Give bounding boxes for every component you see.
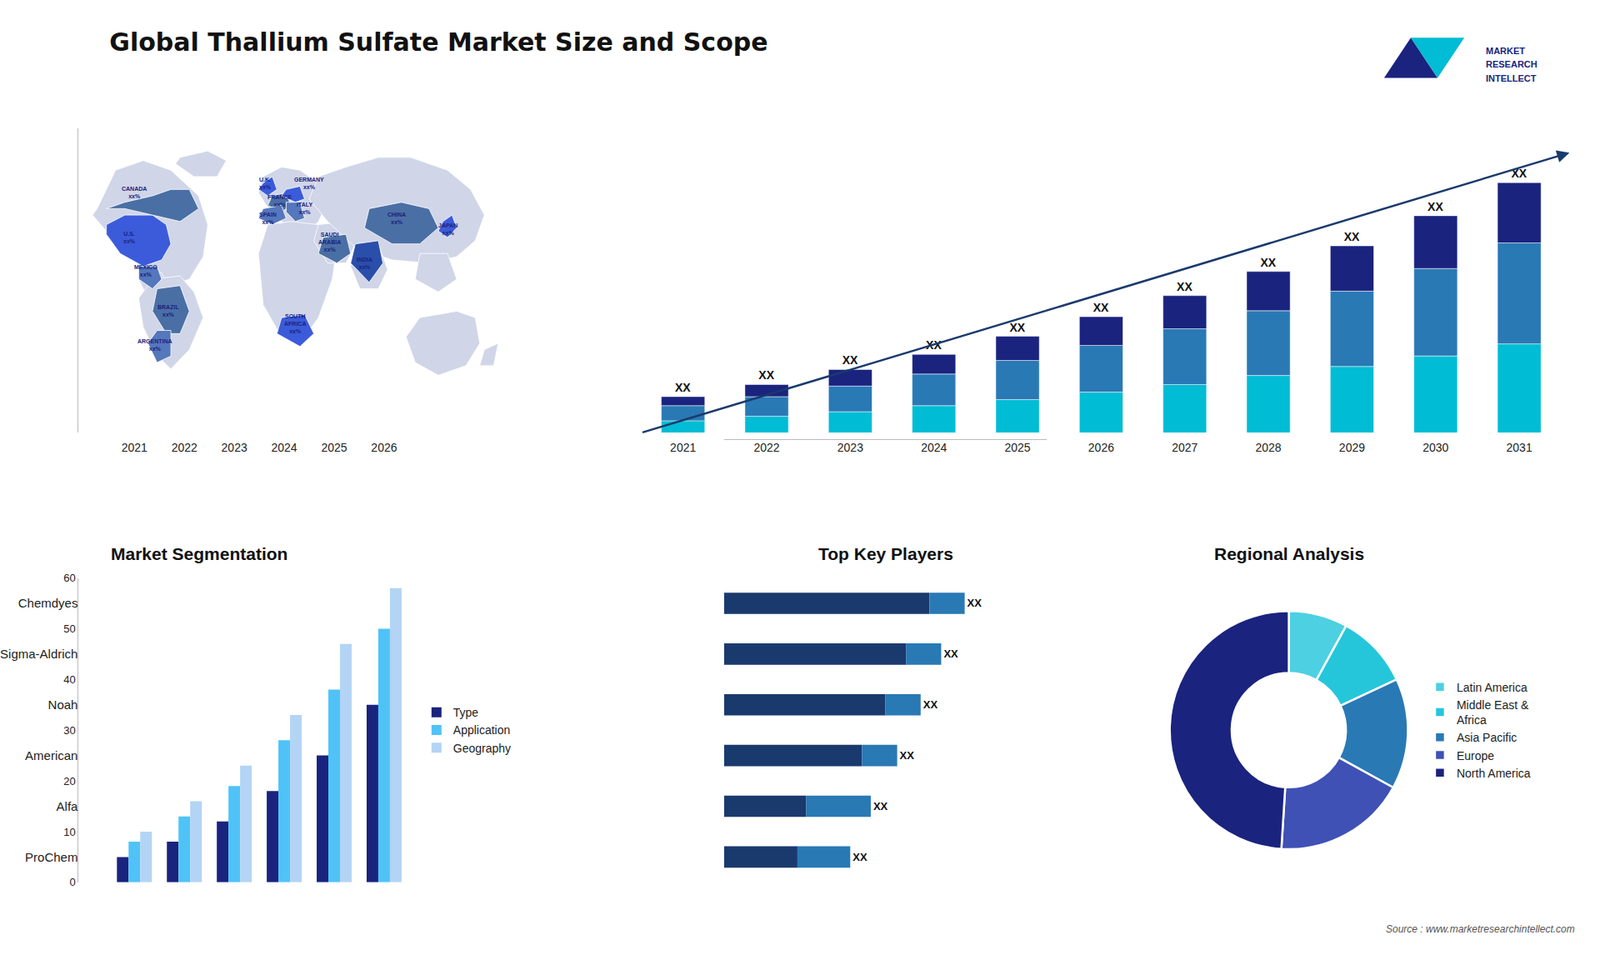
svg-text:SOUTHAFRICAxx%: SOUTHAFRICAxx% (284, 313, 306, 335)
svg-text:Alfa: Alfa (56, 799, 80, 814)
svg-text:SPAINxx%: SPAINxx% (259, 211, 277, 225)
svg-text:Geography: Geography (453, 741, 511, 755)
svg-text:Europe: Europe (1456, 749, 1495, 763)
svg-text:SAUDIARABIAxx%: SAUDIARABIAxx% (318, 231, 341, 253)
svg-text:BRAZILxx%: BRAZILxx% (157, 304, 180, 318)
svg-text:2025: 2025 (320, 440, 347, 455)
svg-text:U.S.xx%: U.S.xx% (123, 230, 136, 245)
svg-text:10: 10 (63, 825, 75, 838)
svg-text:FRANCExx%: FRANCExx% (267, 194, 292, 208)
svg-text:XX: XX (923, 698, 939, 711)
svg-text:2029: 2029 (1339, 440, 1365, 455)
svg-text:CHINAxx%: CHINAxx% (387, 211, 406, 225)
svg-text:CANADAxx%: CANADAxx% (121, 185, 147, 200)
svg-text:Chemdyes: Chemdyes (18, 595, 79, 610)
svg-text:XX: XX (842, 353, 859, 367)
svg-text:JAPANxx%: JAPANxx% (438, 222, 458, 236)
svg-text:0: 0 (70, 875, 76, 889)
svg-text:XX: XX (873, 800, 889, 813)
svg-text:XX: XX (967, 596, 983, 610)
svg-text:American: American (25, 748, 78, 763)
svg-text:MARKET: MARKET (1485, 45, 1525, 56)
svg-text:2026: 2026 (1088, 440, 1115, 455)
svg-text:XX: XX (675, 380, 691, 395)
svg-text:Market Segmentation: Market Segmentation (110, 544, 288, 564)
svg-text:ARGENTINAxx%: ARGENTINAxx% (137, 338, 173, 352)
svg-text:2026: 2026 (370, 440, 397, 455)
svg-text:MEXICOxx%: MEXICOxx% (134, 264, 158, 278)
svg-text:2021: 2021 (670, 440, 696, 455)
svg-text:2028: 2028 (1255, 440, 1282, 455)
svg-text:Sigma-Aldrich: Sigma-Aldrich (0, 646, 78, 661)
svg-text:GERMANYxx%: GERMANYxx% (294, 176, 325, 190)
svg-text:INDIAxx%: INDIAxx% (356, 256, 373, 270)
svg-text:XX: XX (1176, 280, 1193, 294)
svg-text:Application: Application (453, 723, 511, 737)
svg-text:Middle East &Africa: Middle East &Africa (1456, 698, 1530, 727)
svg-text:2022: 2022 (753, 440, 780, 455)
svg-text:Global Thallium Sulfate Market: Global Thallium Sulfate Market Size and … (109, 27, 768, 57)
svg-text:XX: XX (1510, 166, 1527, 180)
svg-text:2030: 2030 (1422, 440, 1449, 455)
svg-text:Top Key Players: Top Key Players (818, 544, 954, 564)
svg-text:XX: XX (900, 749, 915, 762)
svg-text:ITALYxx%: ITALYxx% (296, 201, 313, 215)
svg-text:2025: 2025 (1004, 440, 1030, 455)
svg-text:North America: North America (1456, 766, 1531, 780)
svg-text:XX: XX (1344, 230, 1360, 244)
svg-text:XX: XX (852, 850, 868, 864)
svg-text:2031: 2031 (1506, 440, 1533, 455)
svg-text:2024: 2024 (271, 440, 298, 455)
svg-text:2021: 2021 (121, 440, 148, 455)
svg-text:XX: XX (943, 647, 959, 660)
svg-text:INTELLECT: INTELLECT (1485, 73, 1537, 84)
svg-text:XX: XX (1093, 300, 1110, 315)
svg-text:Regional Analysis: Regional Analysis (1214, 544, 1365, 564)
svg-text:RESEARCH: RESEARCH (1485, 59, 1538, 70)
svg-text:U.K.xx%: U.K.xx% (259, 176, 272, 190)
svg-text:XX: XX (758, 368, 775, 382)
svg-text:XX: XX (1260, 255, 1276, 270)
svg-text:Source : www.marketresearchint: Source : www.marketresearchintellect.com (1385, 923, 1575, 935)
svg-text:ProChem: ProChem (25, 850, 78, 865)
svg-text:2022: 2022 (171, 440, 198, 455)
svg-text:20: 20 (63, 775, 75, 788)
svg-text:Latin America: Latin America (1456, 680, 1528, 695)
svg-text:50: 50 (63, 622, 75, 635)
svg-text:2024: 2024 (920, 440, 947, 455)
svg-text:Type: Type (453, 705, 480, 720)
svg-text:Asia Pacific: Asia Pacific (1456, 730, 1517, 745)
svg-text:2023: 2023 (837, 440, 864, 455)
svg-text:2023: 2023 (221, 440, 248, 455)
svg-text:2027: 2027 (1171, 440, 1198, 455)
svg-text:60: 60 (63, 571, 75, 585)
svg-text:Noah: Noah (48, 697, 79, 712)
svg-text:XX: XX (1009, 320, 1025, 335)
svg-text:40: 40 (63, 673, 75, 686)
svg-text:30: 30 (63, 724, 75, 737)
svg-text:XX: XX (1427, 200, 1444, 214)
svg-text:XX: XX (925, 338, 942, 352)
